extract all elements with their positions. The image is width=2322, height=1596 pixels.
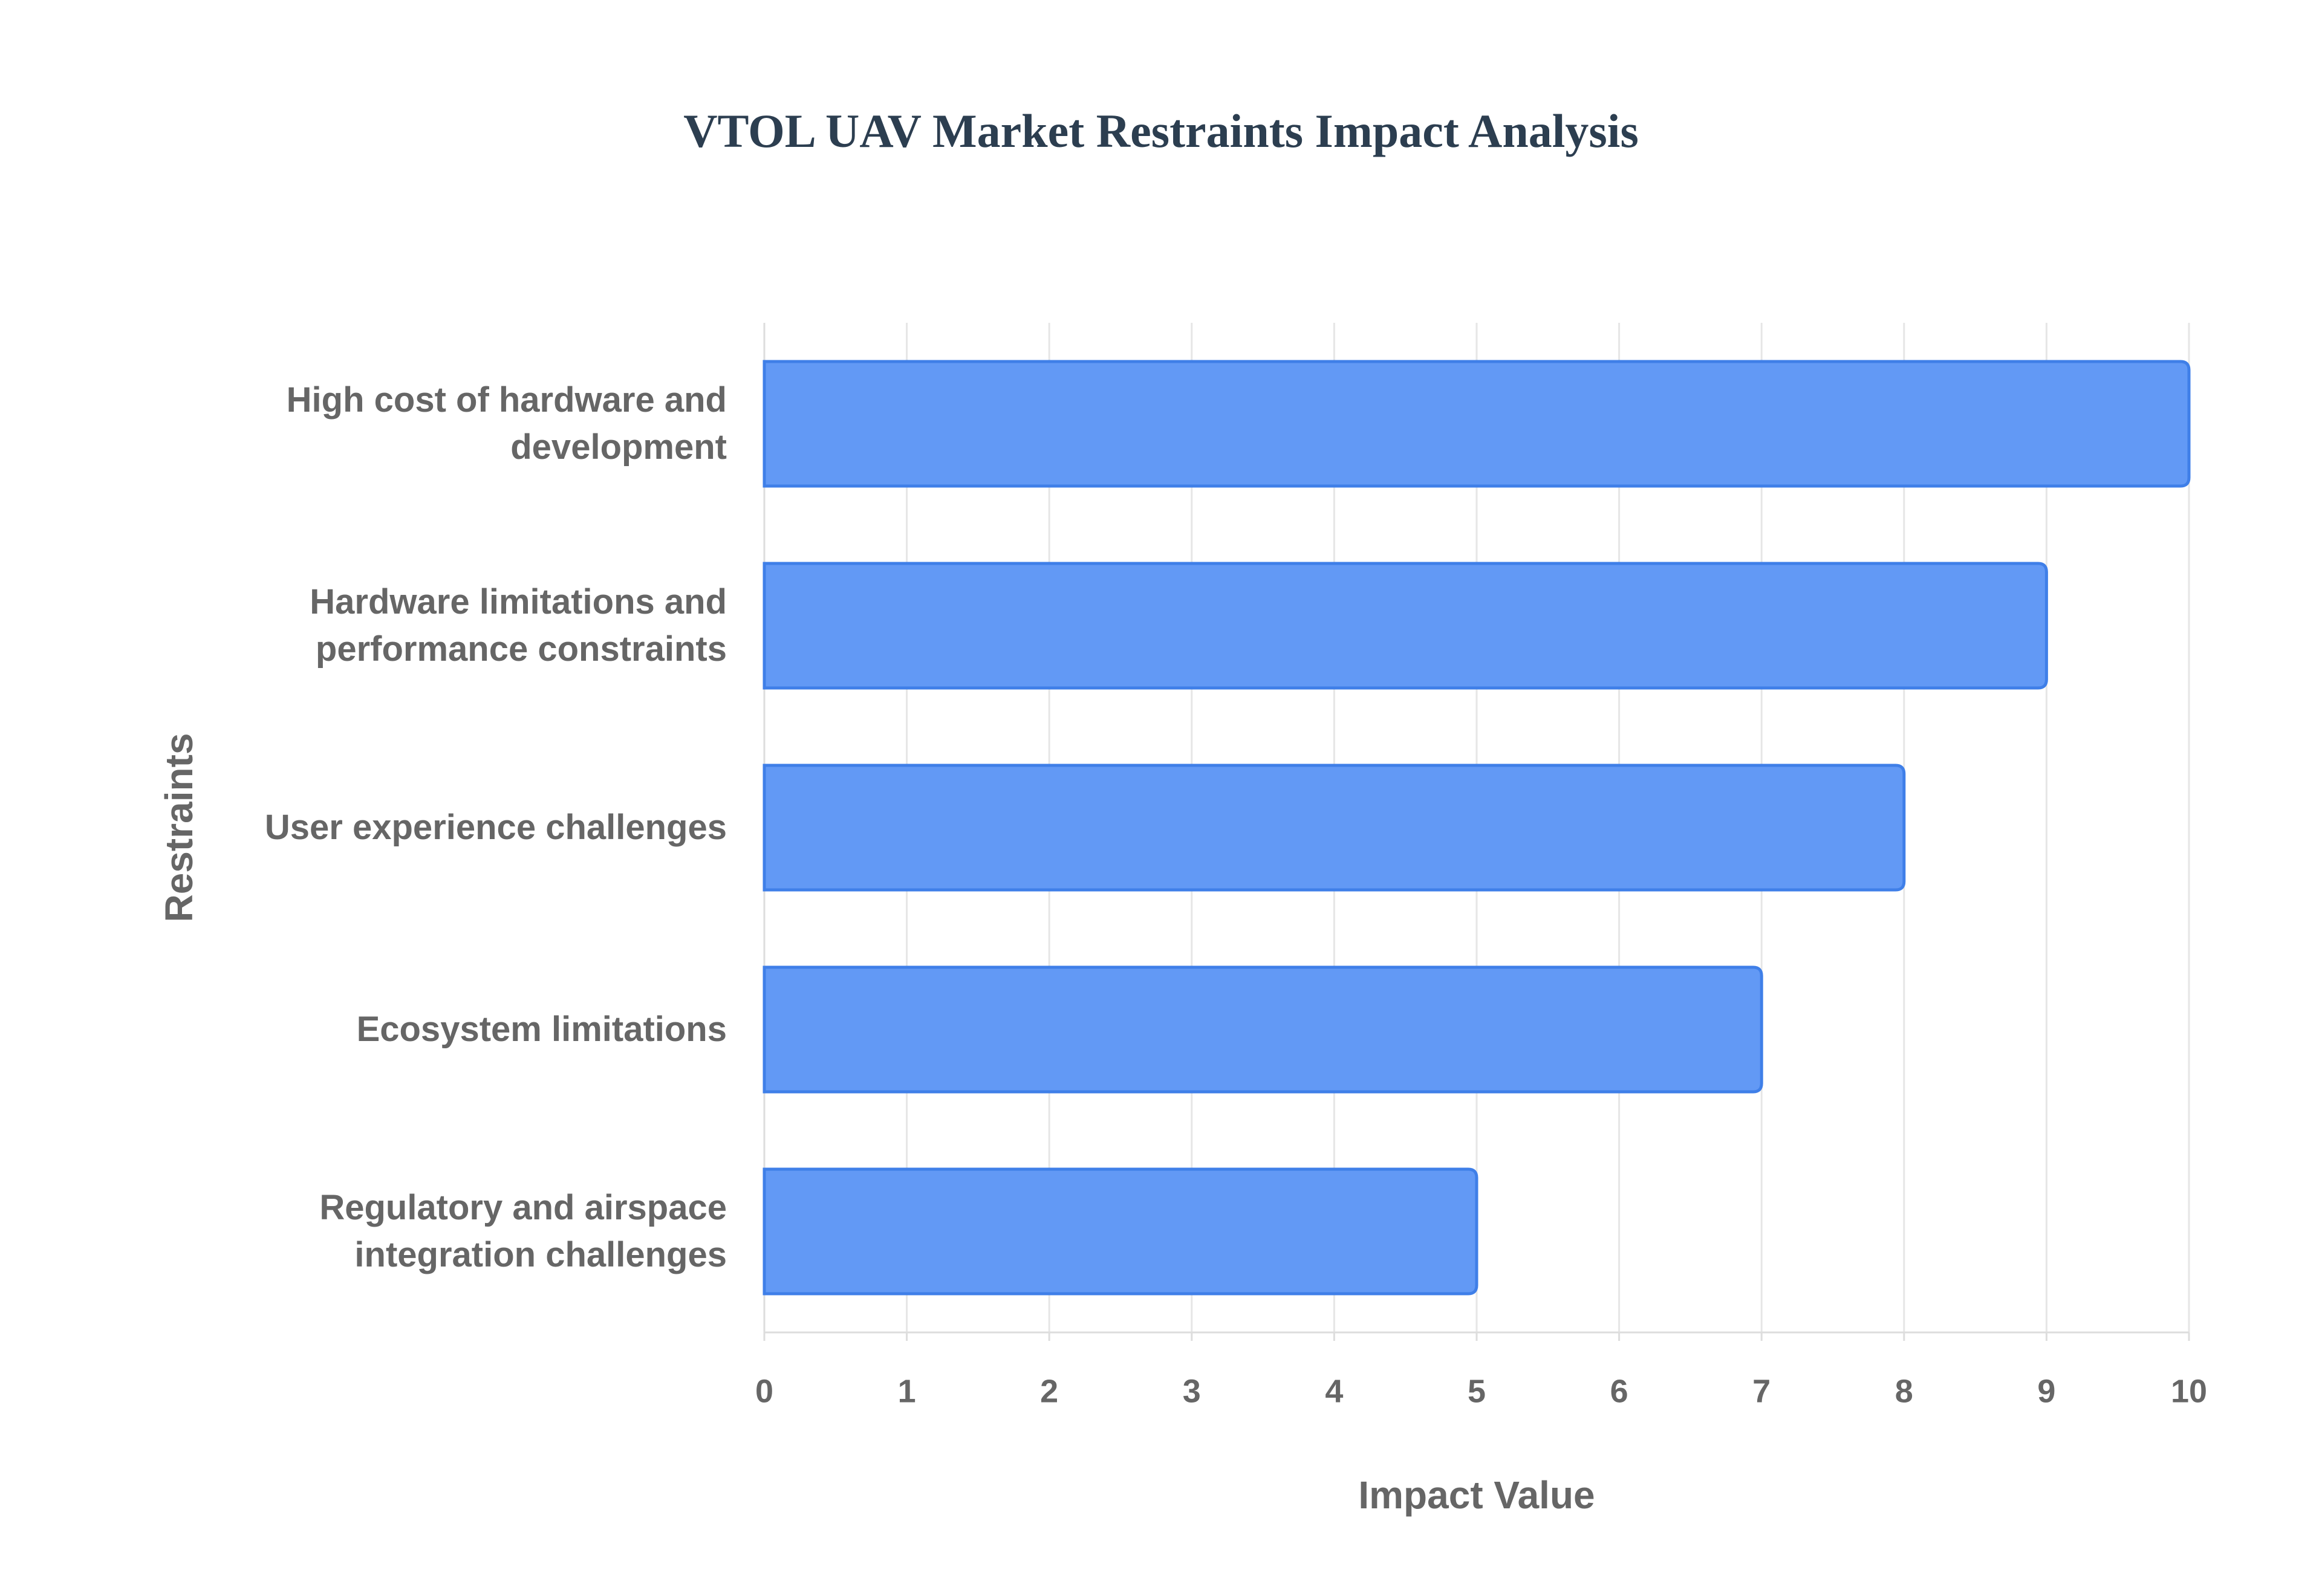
y-tick-label: User experience challenges xyxy=(264,808,727,847)
y-tick-label: Hardware limitations and performance con… xyxy=(310,582,727,669)
y-tick-label: Regulatory and airspace integration chal… xyxy=(319,1188,727,1274)
x-tick-label: 9 xyxy=(2037,1373,2055,1409)
x-tick-label: 6 xyxy=(1610,1373,1628,1409)
y-tick-label: High cost of hardware and development xyxy=(286,380,727,467)
x-tick-label: 0 xyxy=(755,1373,773,1409)
x-tick-label: 2 xyxy=(1040,1373,1058,1409)
x-tick-label: 3 xyxy=(1183,1373,1201,1409)
bar xyxy=(763,1167,1478,1296)
x-tick-label: 7 xyxy=(1752,1373,1771,1409)
bar xyxy=(763,562,2048,690)
x-tick-label: 1 xyxy=(898,1373,916,1409)
y-tick-label: Ecosystem limitations xyxy=(356,1010,727,1049)
y-axis-title: Restraints xyxy=(157,733,201,923)
x-tick-label: 4 xyxy=(1325,1373,1343,1409)
bar xyxy=(763,360,2191,488)
chart-title: VTOL UAV Market Restraints Impact Analys… xyxy=(683,105,1639,157)
bar xyxy=(763,764,1906,892)
x-tick-label: 10 xyxy=(2171,1373,2207,1409)
x-tick-label: 5 xyxy=(1468,1373,1486,1409)
x-tick-label: 8 xyxy=(1895,1373,1913,1409)
x-axis-title: Impact Value xyxy=(1358,1473,1595,1517)
bar xyxy=(763,965,1763,1094)
